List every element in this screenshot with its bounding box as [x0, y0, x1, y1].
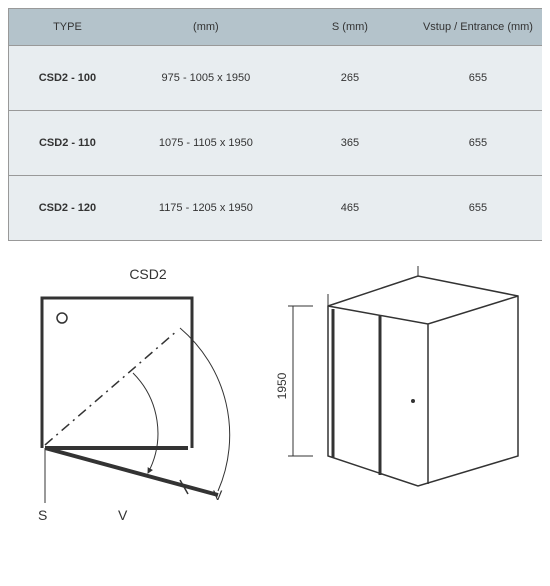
table-header-row: TYPE (mm) S (mm) Vstup / Entrance (mm) — [9, 9, 543, 46]
cell-dim: 1075 - 1105 x 1950 — [126, 111, 286, 176]
swing-arc-outer — [180, 328, 230, 491]
dim-ticks — [288, 266, 418, 456]
cell-entrance: 655 — [414, 111, 542, 176]
cell-dim: 975 - 1005 x 1950 — [126, 46, 286, 111]
swing-arc-inner — [133, 373, 158, 473]
iso-diagram-wrapper: 1950 — [258, 266, 538, 533]
iso-diagram: 1950 — [258, 266, 538, 516]
cell-type: CSD2 - 120 — [9, 176, 126, 241]
col-dim-header: (mm) — [126, 9, 286, 46]
enclosure-back-edges — [328, 296, 518, 484]
col-s-header: S (mm) — [286, 9, 414, 46]
spec-table: TYPE (mm) S (mm) Vstup / Entrance (mm) C… — [8, 8, 542, 241]
cell-type: CSD2 - 110 — [9, 111, 126, 176]
label-v1: V — [118, 507, 128, 523]
frame-top — [42, 298, 192, 448]
table-row: CSD2 - 100 975 - 1005 x 1950 265 655 — [9, 46, 543, 111]
table-row: CSD2 - 120 1175 - 1205 x 1950 465 655 — [9, 176, 543, 241]
door-handle-icon — [411, 399, 415, 403]
table-row: CSD2 - 110 1075 - 1105 x 1950 365 655 — [9, 111, 543, 176]
door-open-line — [45, 448, 218, 495]
cell-s: 265 — [286, 46, 414, 111]
col-entrance-header: Vstup / Entrance (mm) — [414, 9, 542, 46]
cell-type: CSD2 - 100 — [9, 46, 126, 111]
cell-s: 365 — [286, 111, 414, 176]
cell-dim: 1175 - 1205 x 1950 — [126, 176, 286, 241]
height-label: 1950 — [275, 372, 289, 399]
plan-diagram: S V V — [8, 288, 248, 528]
cell-entrance: 655 — [414, 46, 542, 111]
label-v2: V — [213, 487, 223, 503]
plan-diagram-wrapper: CSD2 S V V — [8, 266, 248, 533]
diagram-row: CSD2 S V V — [8, 266, 542, 533]
cell-s: 465 — [286, 176, 414, 241]
col-type-header: TYPE — [9, 9, 126, 46]
label-s: S — [38, 507, 47, 523]
hinge-marker-icon — [57, 313, 67, 323]
cell-entrance: 655 — [414, 176, 542, 241]
plan-label: CSD2 — [48, 266, 248, 282]
enclosure-outline — [328, 276, 518, 486]
